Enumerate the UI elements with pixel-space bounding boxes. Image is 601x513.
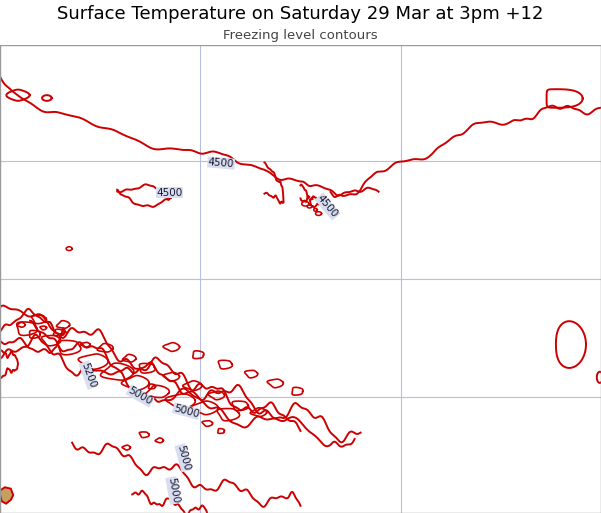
Text: 4500: 4500 [156, 188, 183, 198]
Text: 5200: 5200 [79, 361, 97, 389]
Text: 4500: 4500 [208, 157, 234, 169]
Text: 5000: 5000 [172, 403, 200, 419]
Text: Freezing level contours: Freezing level contours [223, 29, 378, 42]
Text: 5000: 5000 [166, 477, 180, 504]
Text: 5000: 5000 [175, 444, 192, 472]
Polygon shape [0, 487, 13, 504]
Text: Surface Temperature on Saturday 29 Mar at 3pm +12: Surface Temperature on Saturday 29 Mar a… [57, 5, 544, 23]
Text: 4500: 4500 [316, 193, 340, 220]
Text: 5000: 5000 [126, 385, 154, 407]
